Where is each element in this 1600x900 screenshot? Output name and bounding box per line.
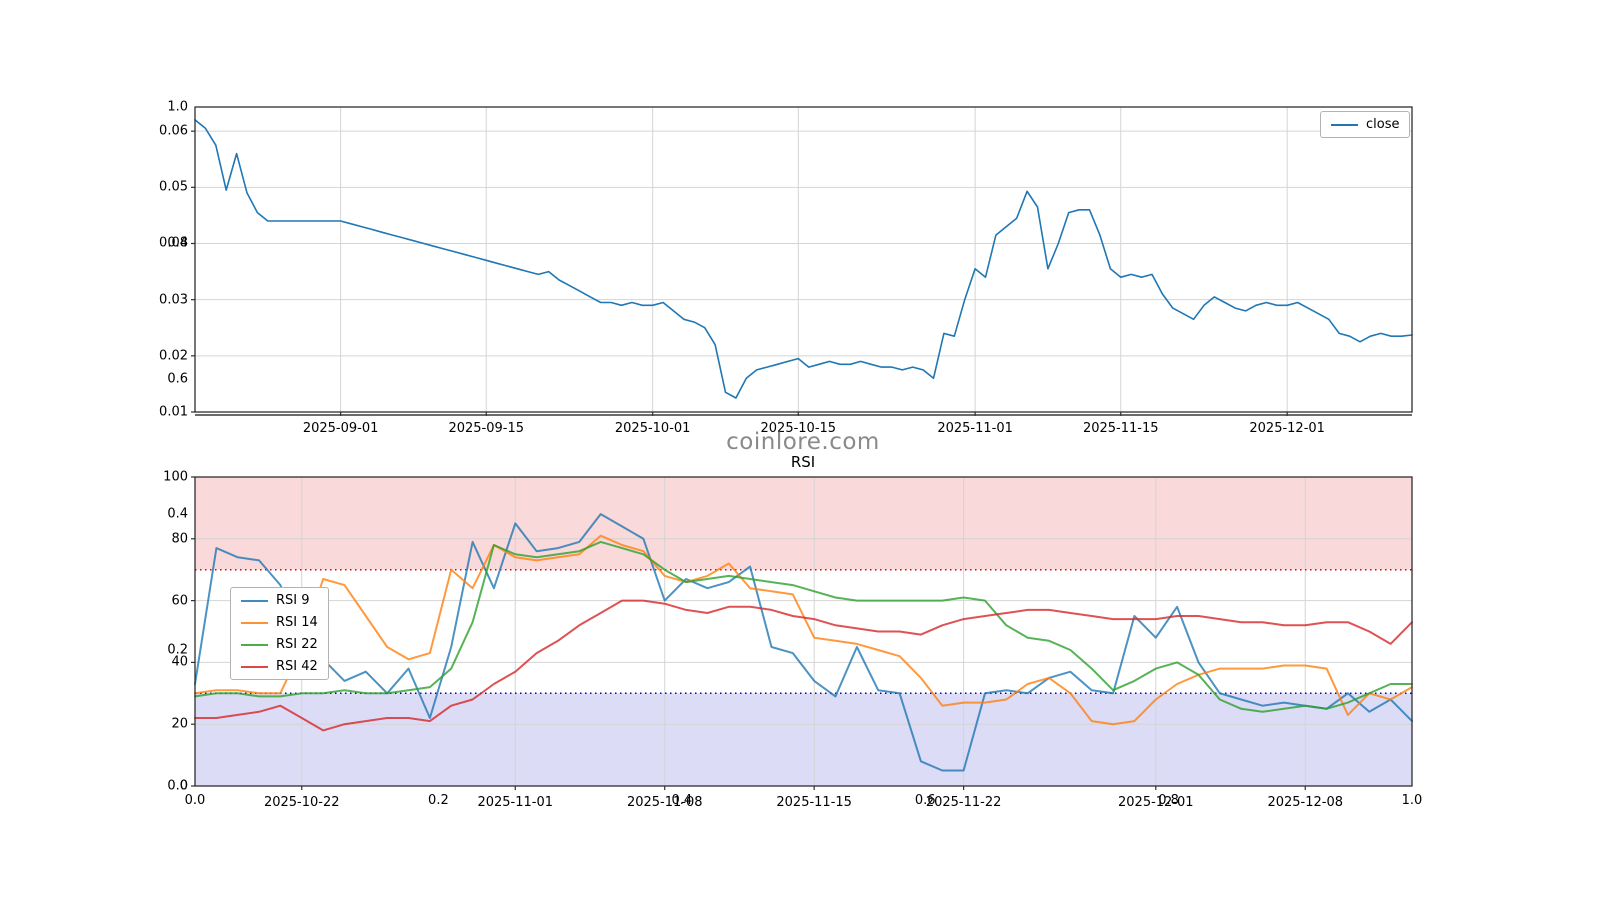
legend-rsi: RSI 9 RSI 14 RSI 22 RSI 42 [230, 587, 329, 680]
legend-item-label: RSI 14 [276, 615, 318, 630]
legend-line-sample-icon [241, 665, 268, 668]
legend-line-sample-icon [241, 621, 268, 624]
close-line-sample-icon [1331, 123, 1358, 126]
legend-item-label: RSI 22 [276, 637, 318, 652]
legend-close: close [1320, 111, 1411, 138]
legend-item-rsi-9: RSI 9 [241, 593, 318, 608]
watermark: coinlore.com [726, 429, 880, 455]
legend-line-sample-icon [241, 599, 268, 602]
legend-item-rsi-42: RSI 42 [241, 659, 318, 674]
legend-line-sample-icon [241, 643, 268, 646]
legend-item-label: RSI 9 [276, 593, 310, 608]
legend-item-rsi-22: RSI 22 [241, 637, 318, 652]
legend-item-label: RSI 42 [276, 659, 318, 674]
legend-close-label: close [1366, 117, 1400, 132]
rsi-panel-title: RSI [790, 453, 816, 471]
legend-item-rsi-14: RSI 14 [241, 615, 318, 630]
